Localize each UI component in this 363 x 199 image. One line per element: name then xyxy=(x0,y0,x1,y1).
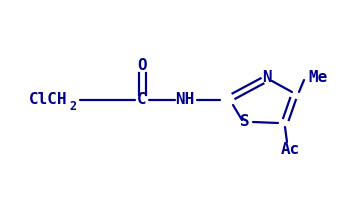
Text: ClCH: ClCH xyxy=(29,93,67,107)
Text: S: S xyxy=(240,114,250,130)
Text: N: N xyxy=(262,69,272,85)
Text: NH: NH xyxy=(175,93,195,107)
Text: 2: 2 xyxy=(69,100,77,113)
Text: C: C xyxy=(137,93,147,107)
Text: Me: Me xyxy=(309,69,328,85)
Text: O: O xyxy=(137,58,147,72)
Text: Ac: Ac xyxy=(280,142,299,157)
